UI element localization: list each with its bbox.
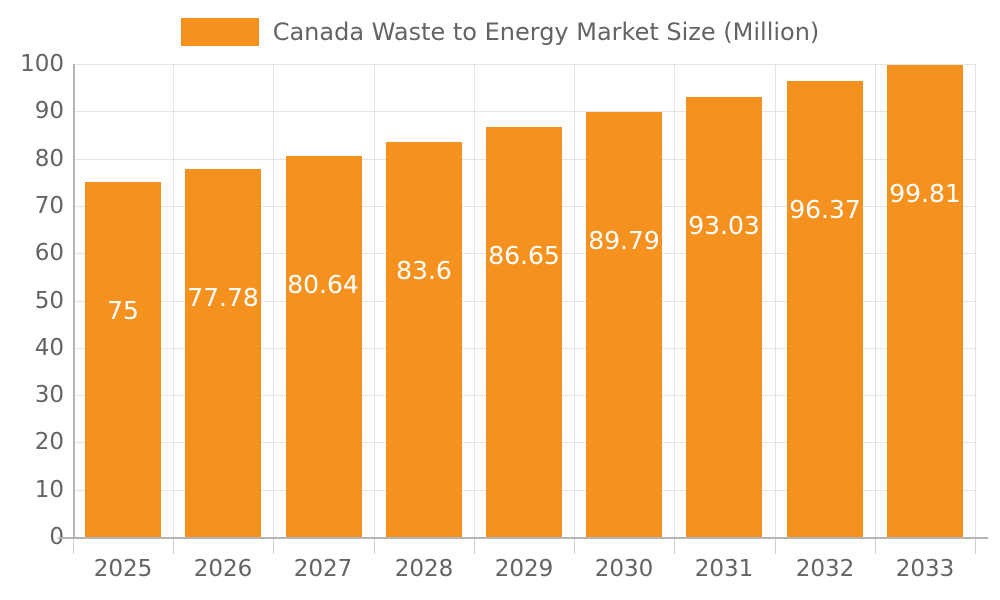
x-axis-tick-mark (674, 539, 675, 554)
y-axis-tick-label: 40 (34, 335, 64, 361)
y-axis-tick-label: 10 (34, 477, 64, 503)
y-axis-line (73, 64, 75, 538)
bar-value-label: 89.79 (588, 226, 660, 255)
bar[interactable] (286, 156, 362, 537)
bar-value-label: 96.37 (789, 195, 861, 224)
vertical-gridline (975, 64, 976, 537)
vertical-gridline (775, 64, 776, 537)
y-axis-tick-label: 90 (34, 98, 64, 124)
y-axis-tick-label: 0 (49, 524, 64, 550)
horizontal-gridline (73, 111, 975, 112)
bar[interactable] (686, 97, 762, 537)
vertical-gridline (574, 64, 575, 537)
x-axis-tick-mark (474, 539, 475, 554)
x-axis-tick-mark (975, 539, 976, 554)
x-axis-tick-mark (775, 539, 776, 554)
x-axis-tick-label: 2026 (193, 556, 253, 582)
bar-value-label: 80.64 (287, 270, 359, 299)
bar-value-label: 99.81 (889, 179, 961, 208)
legend-label: Canada Waste to Energy Market Size (Mill… (272, 18, 820, 46)
bar[interactable] (887, 65, 963, 537)
y-axis-tick-label: 70 (34, 193, 64, 219)
x-axis-line (58, 537, 988, 539)
bar-value-label: 83.6 (396, 256, 452, 285)
chart-legend: Canada Waste to Energy Market Size (Mill… (0, 10, 1000, 54)
vertical-gridline (374, 64, 375, 537)
vertical-gridline (474, 64, 475, 537)
y-axis-tick-label: 20 (34, 429, 64, 455)
x-axis-tick-mark (173, 539, 174, 554)
bar[interactable] (586, 112, 662, 537)
y-axis-tick-label: 50 (34, 288, 64, 314)
x-axis-tick-label: 2028 (394, 556, 454, 582)
x-axis-tick-label: 2025 (93, 556, 153, 582)
vertical-gridline (173, 64, 174, 537)
bar-value-label: 75 (107, 296, 139, 325)
vertical-gridline (875, 64, 876, 537)
bar-value-label: 86.65 (488, 241, 560, 270)
x-axis-tick-label: 2027 (293, 556, 353, 582)
bar-value-label: 93.03 (688, 211, 760, 240)
x-axis-tick-label: 2033 (895, 556, 955, 582)
bar-value-label: 77.78 (187, 283, 259, 312)
y-axis-tick-label: 100 (20, 51, 64, 77)
x-axis-tick-mark (374, 539, 375, 554)
vertical-gridline (273, 64, 274, 537)
x-axis-tick-label: 2030 (594, 556, 654, 582)
y-axis-tick-label: 80 (34, 146, 64, 172)
x-axis-tick-label: 2032 (795, 556, 855, 582)
x-axis-tick-mark (574, 539, 575, 554)
x-axis-tick-mark (875, 539, 876, 554)
x-axis-tick-label: 2029 (494, 556, 554, 582)
bar[interactable] (185, 169, 261, 537)
y-axis-tick-labels: 0 10 20 30 40 50 60 70 80 90 100 (0, 0, 64, 600)
x-axis-tick-mark (73, 539, 74, 554)
bar[interactable] (386, 142, 462, 537)
x-axis-tick-mark (273, 539, 274, 554)
legend-color-swatch[interactable] (180, 18, 259, 46)
x-axis-tick-label: 2031 (694, 556, 754, 582)
bar[interactable] (787, 81, 863, 537)
plot-area: 75 77.78 80.64 83.6 86.65 89.79 93.03 96.37 99.8… (73, 64, 976, 538)
y-axis-tick-label: 60 (34, 240, 64, 266)
bar[interactable] (486, 127, 562, 537)
horizontal-gridline (73, 64, 975, 65)
bar[interactable] (85, 182, 161, 537)
y-axis-tick-label: 30 (34, 382, 64, 408)
vertical-gridline (674, 64, 675, 537)
